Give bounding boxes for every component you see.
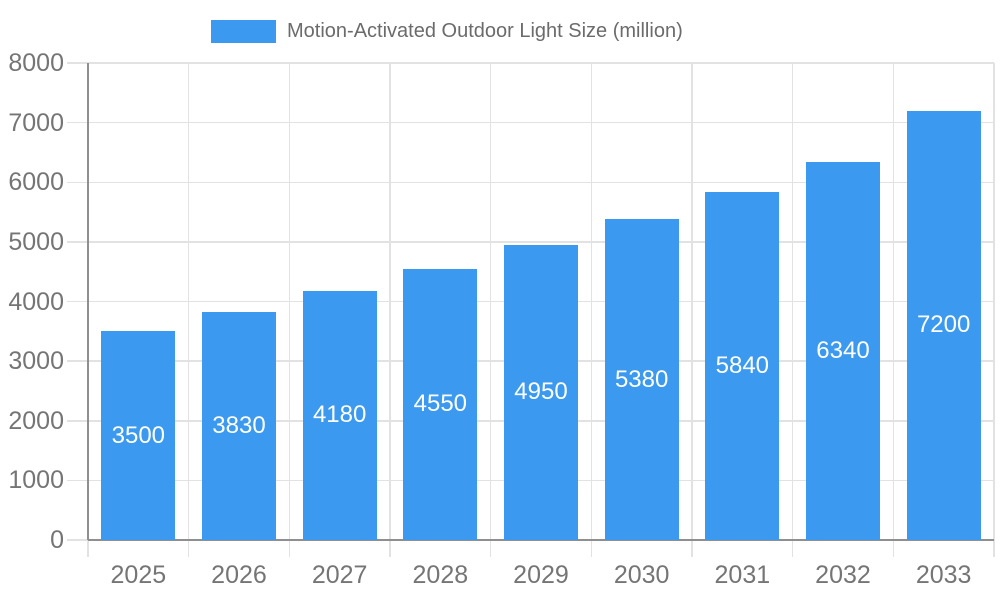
x-gridline xyxy=(791,63,794,540)
x-gridline xyxy=(691,63,693,540)
x-tick xyxy=(288,540,291,557)
x-tick xyxy=(590,540,593,557)
bar-value-label: 3500 xyxy=(111,421,166,449)
y-tick-label: 6000 xyxy=(8,168,64,197)
bar: 4550 xyxy=(403,268,478,540)
x-tick-label: 2033 xyxy=(915,561,972,589)
x-tick xyxy=(892,540,895,557)
x-tick xyxy=(489,540,492,557)
bar-value-label: 4550 xyxy=(413,390,468,418)
x-tick xyxy=(389,540,391,557)
y-tick-label: 3000 xyxy=(8,347,64,376)
bar: 4180 xyxy=(302,290,377,540)
legend: Motion-Activated Outdoor Light Size (mil… xyxy=(211,19,683,43)
y-tick-label: 1000 xyxy=(8,466,64,495)
x-gridline xyxy=(892,63,895,540)
x-tick xyxy=(187,540,190,557)
bar: 7200 xyxy=(906,110,981,540)
x-gridline xyxy=(288,63,291,540)
bar: 5840 xyxy=(705,191,780,540)
x-tick-label: 2026 xyxy=(211,561,267,589)
x-tick xyxy=(993,540,995,557)
x-gridline xyxy=(187,63,190,540)
y-tick-label: 4000 xyxy=(8,287,64,316)
y-gridline xyxy=(67,62,994,64)
x-tick-label: 2025 xyxy=(110,561,167,589)
y-gridline xyxy=(67,181,994,183)
x-tick-label: 2027 xyxy=(311,561,368,589)
bar-value-label: 3830 xyxy=(212,411,266,439)
bar-value-label: 5840 xyxy=(715,351,770,379)
legend-label: Motion-Activated Outdoor Light Size (mil… xyxy=(287,19,683,42)
x-tick-label: 2029 xyxy=(513,561,569,589)
x-tick xyxy=(87,540,89,557)
y-gridline xyxy=(67,121,994,124)
x-tick xyxy=(791,540,794,557)
x-tick-label: 2028 xyxy=(412,561,469,589)
bar-value-label: 5380 xyxy=(614,365,669,393)
x-gridline xyxy=(489,63,492,540)
bar-value-label: 4180 xyxy=(312,401,367,429)
legend-swatch-icon xyxy=(211,19,276,43)
y-tick-label: 7000 xyxy=(8,108,64,137)
x-gridline xyxy=(590,63,593,540)
x-gridline xyxy=(993,63,995,540)
y-axis-line xyxy=(87,63,89,540)
bar: 3830 xyxy=(202,311,276,540)
y-gridline xyxy=(67,241,994,243)
y-tick-label: 0 xyxy=(50,526,64,554)
bar-value-label: 6340 xyxy=(816,336,870,364)
bar: 3500 xyxy=(101,331,176,540)
bar: 4950 xyxy=(504,244,578,540)
y-tick-label: 2000 xyxy=(8,406,64,435)
y-tick-label: 5000 xyxy=(8,227,64,256)
y-tick-label: 8000 xyxy=(8,49,64,77)
bar-value-label: 7200 xyxy=(916,311,971,339)
x-tick-label: 2031 xyxy=(714,561,771,589)
bar-value-label: 4950 xyxy=(514,378,568,406)
x-axis-line xyxy=(88,539,994,541)
x-tick-label: 2032 xyxy=(815,561,871,589)
x-gridline xyxy=(389,63,391,540)
x-tick-label: 2030 xyxy=(613,561,670,589)
x-tick xyxy=(691,540,693,557)
bar: 6340 xyxy=(806,161,880,540)
bar: 5380 xyxy=(604,219,679,540)
